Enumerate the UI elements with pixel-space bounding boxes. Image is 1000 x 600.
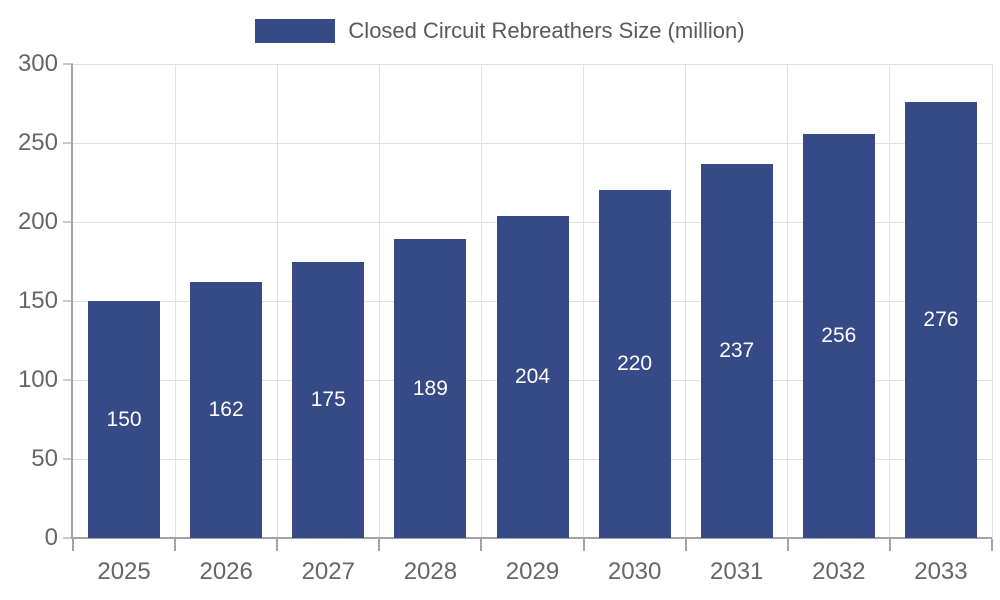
bar-2027 — [292, 261, 365, 538]
x-axis-tick — [174, 539, 177, 551]
y-tick-label: 0 — [44, 524, 58, 551]
y-axis-tick — [63, 221, 73, 223]
x-axis-tick — [991, 539, 993, 551]
x-tick-label: 2030 — [607, 558, 662, 585]
bar-2028 — [394, 239, 467, 538]
y-tick-label: 100 — [17, 366, 58, 393]
gridline-vertical — [991, 64, 993, 538]
y-axis-line — [71, 64, 73, 539]
x-tick-label: 2027 — [301, 558, 355, 585]
bar-value-label: 256 — [821, 323, 857, 347]
y-axis-tick — [63, 537, 73, 539]
x-axis-tick — [276, 539, 279, 551]
legend-swatch — [255, 19, 336, 43]
y-axis-tick — [63, 458, 73, 460]
gridline-vertical — [174, 64, 176, 538]
x-axis-tick — [582, 539, 585, 551]
y-axis-tick — [63, 63, 73, 65]
gridline-vertical — [378, 64, 380, 538]
y-tick-label: 50 — [31, 445, 58, 472]
x-axis-tick — [72, 539, 74, 551]
gridline-vertical — [889, 64, 891, 538]
x-tick-label: 2026 — [199, 558, 253, 585]
bar-2031 — [700, 163, 773, 538]
y-tick-label: 300 — [17, 50, 58, 77]
bar-2025 — [88, 301, 161, 538]
bar-2032 — [802, 133, 875, 538]
bar-value-label: 175 — [310, 387, 346, 411]
bar-value-label: 189 — [412, 376, 448, 400]
gridline-vertical — [276, 64, 278, 538]
gridline-vertical — [787, 64, 789, 538]
y-tick-label: 150 — [17, 287, 58, 314]
legend: Closed Circuit Rebreathers Size (million… — [0, 17, 1000, 45]
gridline-vertical — [685, 64, 687, 538]
y-tick-label: 250 — [17, 129, 58, 156]
bar-2026 — [190, 282, 263, 538]
x-axis-tick — [888, 539, 891, 551]
bar-value-label: 237 — [719, 338, 755, 362]
bar-value-label: 162 — [208, 398, 244, 422]
gridline-horizontal — [73, 142, 992, 144]
gridline-horizontal — [73, 63, 992, 65]
bar-value-label: 276 — [923, 307, 959, 331]
x-axis-tick — [378, 539, 381, 551]
x-axis-line — [71, 537, 992, 539]
legend-label: Closed Circuit Rebreathers Size (million… — [348, 18, 745, 43]
x-tick-label: 2029 — [505, 558, 560, 585]
x-tick-label: 2028 — [403, 558, 458, 585]
y-axis-tick — [63, 379, 73, 381]
bar-2030 — [598, 190, 671, 538]
y-tick-label: 200 — [17, 208, 58, 235]
gridline-vertical — [583, 64, 585, 538]
y-axis-tick — [63, 142, 73, 144]
bar-value-label: 150 — [106, 407, 142, 431]
bar-2029 — [496, 215, 569, 538]
x-axis-tick — [786, 539, 789, 551]
x-tick-label: 2033 — [914, 558, 968, 585]
x-axis-tick — [684, 539, 687, 551]
x-tick-label: 2032 — [812, 558, 866, 585]
bar-2033 — [904, 101, 977, 538]
bar-value-label: 204 — [514, 364, 551, 388]
y-axis-tick — [63, 300, 73, 302]
bar-value-label: 220 — [617, 352, 653, 376]
gridline-vertical — [480, 64, 482, 538]
x-tick-label: 2025 — [97, 558, 151, 585]
x-tick-label: 2031 — [710, 558, 764, 585]
x-axis-tick — [480, 539, 483, 551]
